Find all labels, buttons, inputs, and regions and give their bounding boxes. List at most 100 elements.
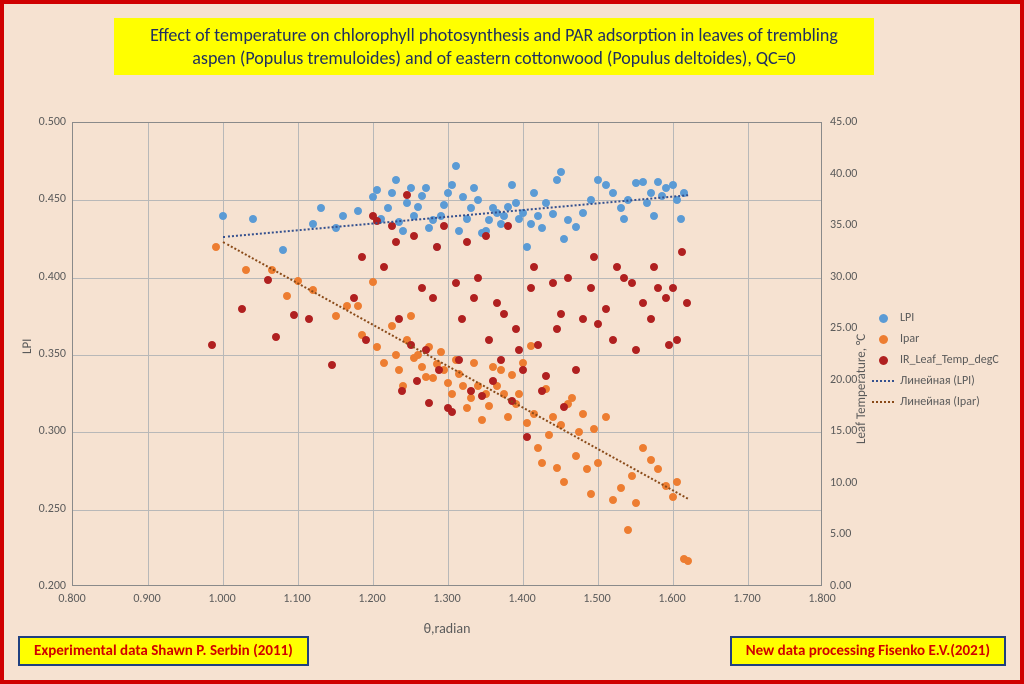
data-point-IR_Leaf_Temp_degC — [512, 325, 520, 333]
data-point-LPI — [309, 220, 317, 228]
data-point-Ipar — [609, 496, 617, 504]
data-point-IR_Leaf_Temp_degC — [392, 238, 400, 246]
data-point-IR_Leaf_Temp_degC — [504, 222, 512, 230]
x-tick: 1.000 — [208, 592, 235, 606]
y-left-tick: 0.300 — [16, 424, 66, 438]
data-point-Ipar — [594, 459, 602, 467]
y-right-tick: 30.00 — [830, 270, 880, 284]
data-point-IR_Leaf_Temp_degC — [395, 315, 403, 323]
data-point-Ipar — [467, 394, 475, 402]
data-point-Ipar — [369, 278, 377, 286]
data-point-IR_Leaf_Temp_degC — [530, 263, 538, 271]
data-point-LPI — [673, 196, 681, 204]
data-point-LPI — [459, 193, 467, 201]
data-point-IR_Leaf_Temp_degC — [628, 279, 636, 287]
x-tick: 1.800 — [808, 592, 835, 606]
y-right-tick: 25.00 — [830, 321, 880, 335]
legend-label: IR_Leaf_Temp_degC — [900, 353, 999, 367]
data-point-IR_Leaf_Temp_degC — [590, 253, 598, 261]
data-point-LPI — [647, 189, 655, 197]
data-point-LPI — [467, 204, 475, 212]
data-point-LPI — [512, 199, 520, 207]
data-point-IR_Leaf_Temp_degC — [474, 274, 482, 282]
data-point-IR_Leaf_Temp_degC — [613, 263, 621, 271]
y-left-tick: 0.450 — [16, 192, 66, 206]
data-point-IR_Leaf_Temp_degC — [500, 310, 508, 318]
x-tick: 1.100 — [283, 592, 310, 606]
data-point-Ipar — [534, 444, 542, 452]
x-tick: 0.900 — [133, 592, 160, 606]
chart-frame: Effect of temperature on chlorophyll pho… — [0, 0, 1024, 684]
data-point-IR_Leaf_Temp_degC — [305, 315, 313, 323]
data-point-Ipar — [572, 452, 580, 460]
data-point-Ipar — [560, 478, 568, 486]
data-point-IR_Leaf_Temp_degC — [458, 315, 466, 323]
data-point-IR_Leaf_Temp_degC — [290, 311, 298, 319]
data-point-IR_Leaf_Temp_degC — [452, 279, 460, 287]
data-point-Ipar — [485, 402, 493, 410]
data-point-IR_Leaf_Temp_degC — [587, 284, 595, 292]
data-point-IR_Leaf_Temp_degC — [435, 366, 443, 374]
data-point-LPI — [553, 176, 561, 184]
data-point-IR_Leaf_Temp_degC — [440, 222, 448, 230]
data-point-Ipar — [590, 425, 598, 433]
data-point-Ipar — [478, 416, 486, 424]
data-point-Ipar — [407, 312, 415, 320]
data-point-LPI — [452, 162, 460, 170]
data-point-LPI — [422, 184, 430, 192]
data-point-LPI — [560, 235, 568, 243]
y-right-tick: 5.00 — [830, 527, 880, 541]
data-point-IR_Leaf_Temp_degC — [489, 377, 497, 385]
data-point-IR_Leaf_Temp_degC — [527, 284, 535, 292]
data-point-IR_Leaf_Temp_degC — [350, 294, 358, 302]
data-point-IR_Leaf_Temp_degC — [398, 387, 406, 395]
data-point-IR_Leaf_Temp_degC — [639, 299, 647, 307]
data-point-Ipar — [549, 413, 557, 421]
data-point-IR_Leaf_Temp_degC — [467, 387, 475, 395]
data-point-Ipar — [444, 379, 452, 387]
data-point-Ipar — [632, 499, 640, 507]
data-point-Ipar — [553, 464, 561, 472]
data-point-IR_Leaf_Temp_degC — [602, 305, 610, 313]
data-point-IR_Leaf_Temp_degC — [609, 336, 617, 344]
y-right-tick: 20.00 — [830, 373, 880, 387]
data-point-LPI — [485, 216, 493, 224]
data-point-Ipar — [587, 490, 595, 498]
data-point-Ipar — [628, 472, 636, 480]
data-point-LPI — [399, 227, 407, 235]
data-point-LPI — [403, 199, 411, 207]
data-point-Ipar — [673, 478, 681, 486]
legend-item-TIpar: Линейная (Ipar) — [872, 395, 999, 409]
y-right-tick: 45.00 — [830, 115, 880, 129]
data-point-IR_Leaf_Temp_degC — [463, 238, 471, 246]
data-point-LPI — [538, 224, 546, 232]
data-point-IR_Leaf_Temp_degC — [478, 392, 486, 400]
data-point-LPI — [654, 178, 662, 186]
data-point-Ipar — [418, 363, 426, 371]
data-point-LPI — [249, 215, 257, 223]
data-point-LPI — [470, 184, 478, 192]
data-point-IR_Leaf_Temp_degC — [455, 356, 463, 364]
data-point-Ipar — [212, 243, 220, 251]
legend-item-Ipar: Ipar — [872, 332, 999, 346]
data-point-IR_Leaf_Temp_degC — [654, 284, 662, 292]
credit-right: New data processing Fisenko E.V.(2021) — [730, 636, 1006, 666]
data-point-Ipar — [429, 374, 437, 382]
y-left-tick: 0.200 — [16, 579, 66, 593]
data-point-IR_Leaf_Temp_degC — [647, 315, 655, 323]
y-right-tick: 40.00 — [830, 167, 880, 181]
data-point-Ipar — [354, 302, 362, 310]
legend-label: Линейная (Ipar) — [900, 395, 980, 409]
x-tick: 1.300 — [433, 592, 460, 606]
data-point-IR_Leaf_Temp_degC — [328, 361, 336, 369]
data-point-IR_Leaf_Temp_degC — [515, 346, 523, 354]
data-point-LPI — [549, 210, 557, 218]
data-point-IR_Leaf_Temp_degC — [553, 325, 561, 333]
x-tick: 1.200 — [358, 592, 385, 606]
data-point-IR_Leaf_Temp_degC — [678, 248, 686, 256]
data-point-IR_Leaf_Temp_degC — [673, 336, 681, 344]
x-tick: 1.700 — [733, 592, 760, 606]
data-point-IR_Leaf_Temp_degC — [538, 387, 546, 395]
data-point-IR_Leaf_Temp_degC — [208, 341, 216, 349]
data-point-LPI — [508, 181, 516, 189]
